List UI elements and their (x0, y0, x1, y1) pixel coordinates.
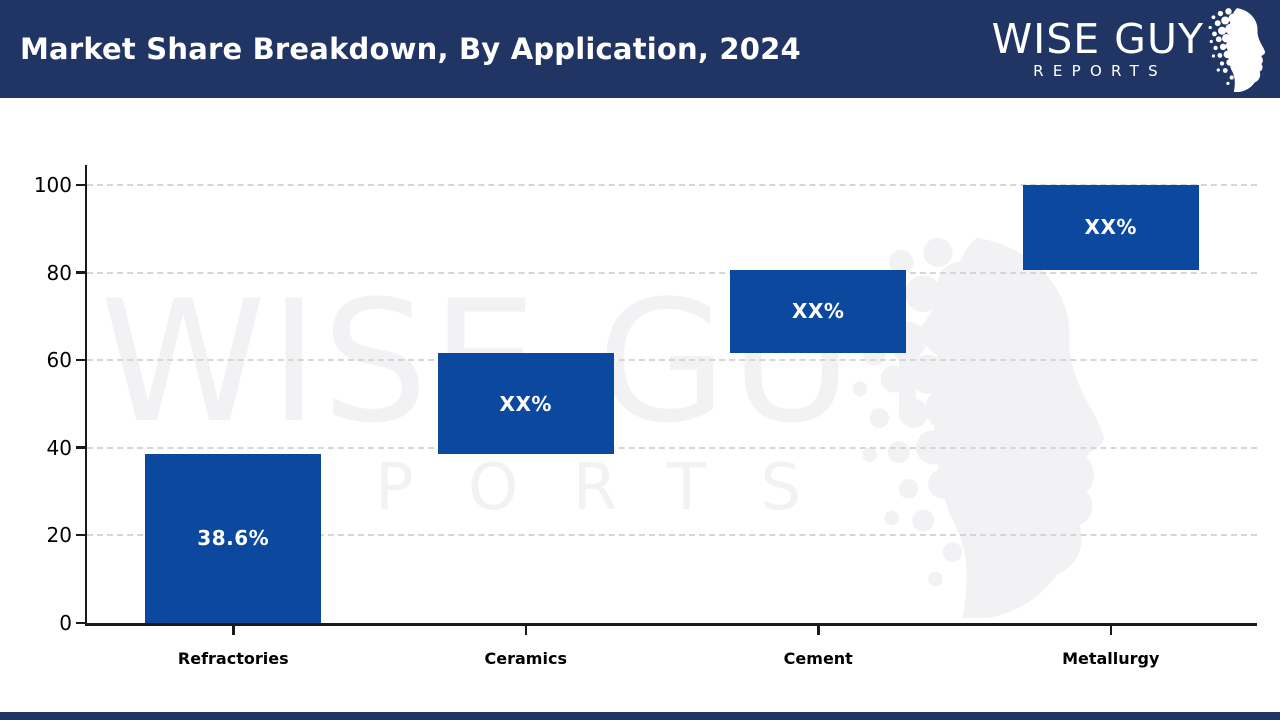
x-axis-label-cement: Cement (783, 649, 853, 668)
bar-value-label: 38.6% (197, 526, 270, 551)
y-tick-label: 60 (46, 348, 72, 373)
x-axis-label-ceramics: Ceramics (484, 649, 567, 668)
bar-value-label: XX% (792, 299, 845, 324)
x-tick (817, 626, 820, 635)
logo-subtitle: REPORTS (1033, 62, 1167, 80)
logo-wordmark: WISE GUY (991, 15, 1204, 63)
y-tick (76, 533, 85, 537)
x-tick (1109, 626, 1113, 635)
x-axis-label-refractories: Refractories (177, 649, 289, 668)
bar-metallurgy: XX% (1022, 185, 1199, 270)
y-tick-label: 100 (33, 173, 72, 197)
y-tick-label: 40 (46, 435, 72, 460)
bar-value-label: XX% (499, 391, 552, 416)
y-tick-label: 80 (46, 260, 72, 285)
gridline-y-60 (87, 359, 1257, 362)
y-tick (76, 446, 85, 449)
bar-ceramics: XX% (437, 353, 614, 454)
footer-bar (0, 712, 1280, 720)
bar-cement: XX% (730, 269, 907, 354)
logo-head-icon (1200, 6, 1272, 92)
gridline-y-40 (87, 446, 1257, 449)
y-tick (76, 621, 85, 624)
x-tick (232, 626, 235, 635)
y-tick (76, 271, 85, 274)
header: Market Share Breakdown, By Application, … (0, 0, 1280, 98)
y-tick-label: 0 (59, 611, 72, 635)
x-axis-label-metallurgy: Metallurgy (1062, 649, 1160, 668)
y-tick (76, 183, 85, 186)
bar-value-label: XX% (1084, 215, 1137, 240)
y-tick-label: 20 (46, 523, 72, 548)
y-tick (76, 358, 85, 362)
chart-title: Market Share Breakdown, By Application, … (20, 32, 801, 66)
bar-refractories: 38.6% (145, 453, 322, 623)
gridline-y-80 (87, 271, 1257, 274)
x-tick (524, 626, 528, 635)
plot-area: 0 20 40 60 80 100 38.6% Refractories XX% Ceramics… (34, 165, 1257, 668)
gridline-y-100 (87, 184, 1257, 186)
brand-logo: WISE GUY REPORTS (992, 6, 1272, 92)
gridline-y-20 (87, 534, 1257, 537)
